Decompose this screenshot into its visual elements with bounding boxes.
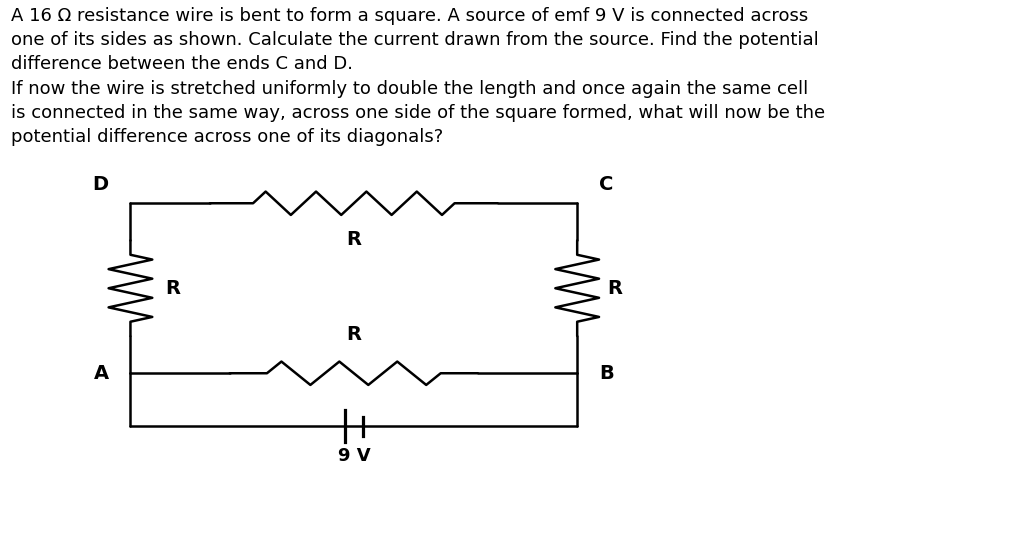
Text: C: C: [599, 175, 613, 194]
Text: A 16 Ω resistance wire is bent to form a square. A source of emf 9 V is connecte: A 16 Ω resistance wire is bent to form a…: [11, 7, 825, 146]
Text: R: R: [346, 230, 361, 249]
Text: R: R: [607, 279, 622, 298]
Text: 9 V: 9 V: [338, 446, 370, 465]
Text: R: R: [346, 325, 361, 344]
Text: D: D: [92, 175, 109, 194]
Text: R: R: [165, 279, 180, 298]
Text: A: A: [93, 364, 109, 383]
Text: B: B: [599, 364, 613, 383]
